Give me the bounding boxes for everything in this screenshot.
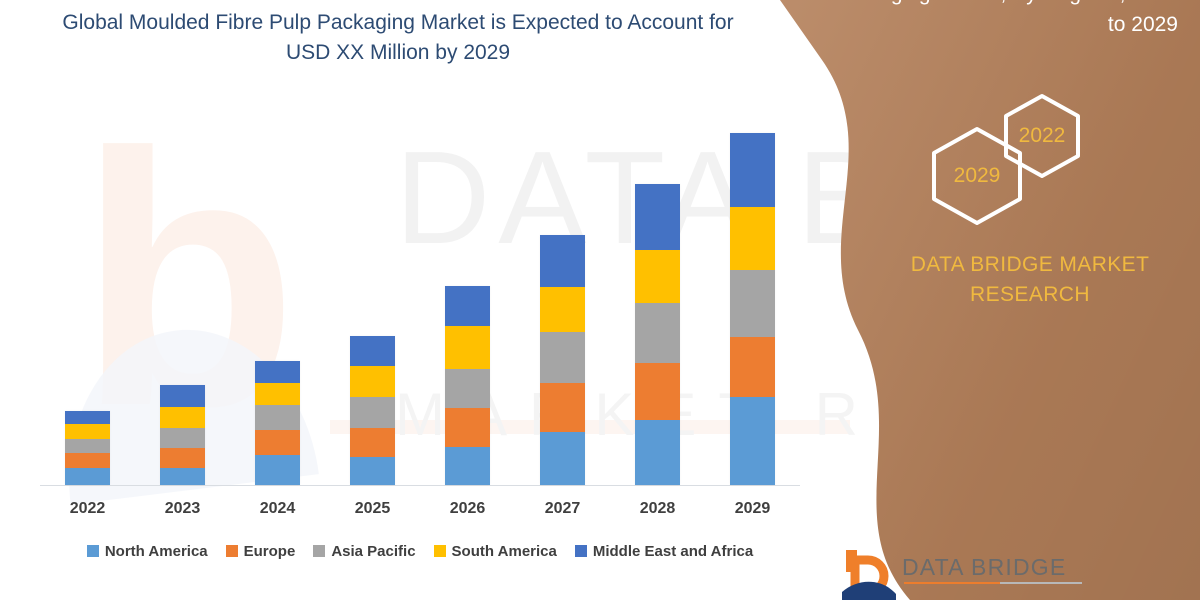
stacked-bar: [730, 133, 775, 485]
bar-column-2022: [43, 110, 133, 485]
bar-column-2029: [708, 110, 798, 485]
legend-label: Middle East and Africa: [592, 542, 754, 560]
x-axis-label-2024: 2024: [259, 500, 296, 517]
stacked-bar: [160, 385, 205, 485]
stacked-bar: [540, 235, 585, 485]
bar-segment: [350, 397, 395, 428]
data-bridge-logo-text: DATA BRIDGE: [902, 554, 1067, 580]
x-axis-label-2025: 2025: [354, 500, 391, 517]
bar-segment: [540, 287, 585, 332]
bar-segment: [350, 366, 395, 397]
bar-segment: [540, 383, 585, 432]
bar-segment: [65, 424, 110, 439]
bar-segment: [730, 207, 775, 270]
bar-column-2024: [233, 110, 323, 485]
hexagon-2029: 2029: [925, 124, 1029, 228]
legend-swatch-icon: [574, 545, 587, 557]
bar-segment: [445, 369, 490, 408]
hexagon-outline-icon: [1004, 94, 1080, 178]
legend-swatch-icon: [313, 545, 326, 557]
panel-title: Packaging Market, By Regions, 2022 to 20…: [832, 0, 1178, 36]
bar-segment: [255, 383, 300, 405]
bar-segment: [635, 184, 680, 250]
bar-segment: [635, 250, 680, 303]
chart-title: Global Moulded Fibre Pulp Packaging Mark…: [62, 11, 734, 64]
bar-segment: [730, 397, 775, 485]
bar-segment: [635, 420, 680, 485]
legend-label: North America: [104, 542, 208, 560]
bar-segment: [255, 361, 300, 383]
legend-label: South America: [451, 542, 557, 560]
x-axis-label-2026: 2026: [449, 500, 486, 517]
legend-swatch-icon: [86, 545, 99, 557]
bar-column-2025: [328, 110, 418, 485]
bar-segment: [65, 439, 110, 453]
bar-segment: [160, 448, 205, 468]
x-axis-label-2022: 2022: [69, 500, 106, 517]
x-axis-label-2027: 2027: [544, 500, 581, 517]
data-bridge-logo-icon: [842, 550, 896, 600]
bar-column-2027: [518, 110, 608, 485]
bar-segment: [730, 337, 775, 397]
legend-swatch-icon: [225, 545, 238, 557]
logo-rule-accent: [904, 582, 1000, 584]
hexagon-badges: 2029 2022: [925, 92, 1115, 227]
legend-item[interactable]: Asia Pacific: [313, 542, 416, 560]
legend-item[interactable]: Europe: [225, 542, 296, 560]
bar-segment: [160, 428, 205, 448]
bar-segment: [160, 385, 205, 407]
stacked-bar-chart: [40, 110, 800, 485]
stacked-bar: [255, 361, 300, 485]
chart-legend: North America Europe Asia Pacific South Ame…: [40, 538, 800, 564]
bar-segment: [540, 332, 585, 383]
bar-column-2026: [423, 110, 513, 485]
bar-segment: [350, 336, 395, 366]
bar-segment: [635, 363, 680, 420]
bar-column-2023: [138, 110, 228, 485]
bar-segment: [445, 286, 490, 326]
x-axis-line: [40, 485, 800, 486]
bar-segment: [350, 428, 395, 457]
stacked-bar: [350, 336, 395, 485]
data-bridge-logo: DATA BRIDGE: [840, 550, 1100, 600]
hexagon-2022-label: 2022: [1018, 124, 1066, 147]
bar-segment: [350, 457, 395, 485]
legend-item[interactable]: Middle East and Africa: [574, 542, 754, 560]
bar-segment: [255, 430, 300, 455]
bar-segment: [255, 455, 300, 485]
hexagon-outline-icon: [932, 127, 1022, 225]
bar-segment: [540, 432, 585, 485]
bar-segment: [65, 411, 110, 424]
legend-swatch-icon: [433, 545, 446, 557]
stacked-bar: [445, 286, 490, 485]
bar-segment: [540, 235, 585, 287]
stacked-bar: [635, 184, 680, 485]
bar-segment: [730, 270, 775, 337]
bar-segment: [445, 326, 490, 369]
bar-segment: [255, 405, 300, 430]
bar-segment: [65, 468, 110, 485]
bar-column-2028: [613, 110, 703, 485]
bar-segment: [160, 407, 205, 428]
x-axis-label-2029: 2029: [734, 500, 771, 517]
legend-label: Europe: [243, 542, 296, 560]
x-axis-label-2023: 2023: [164, 500, 201, 517]
bar-segment: [65, 453, 110, 468]
bar-segment: [635, 303, 680, 363]
x-axis-tick-labels: 2022 2023 2024 2025 2026 2027 2028 2029: [40, 495, 800, 523]
legend-label: Asia Pacific: [331, 542, 416, 560]
bar-segment: [445, 447, 490, 485]
bar-segment: [730, 133, 775, 207]
hexagon-2022: 2022: [998, 92, 1086, 180]
stacked-bar: [65, 411, 110, 485]
panel-brand-text: DATA BRIDGE MARKET RESEARCH: [910, 253, 1150, 306]
hexagon-2029-label: 2029: [953, 164, 1001, 187]
x-axis-label-2028: 2028: [639, 500, 676, 517]
bar-segment: [160, 468, 205, 485]
bar-segment: [445, 408, 490, 447]
legend-item[interactable]: South America: [433, 542, 557, 560]
legend-item[interactable]: North America: [86, 542, 208, 560]
